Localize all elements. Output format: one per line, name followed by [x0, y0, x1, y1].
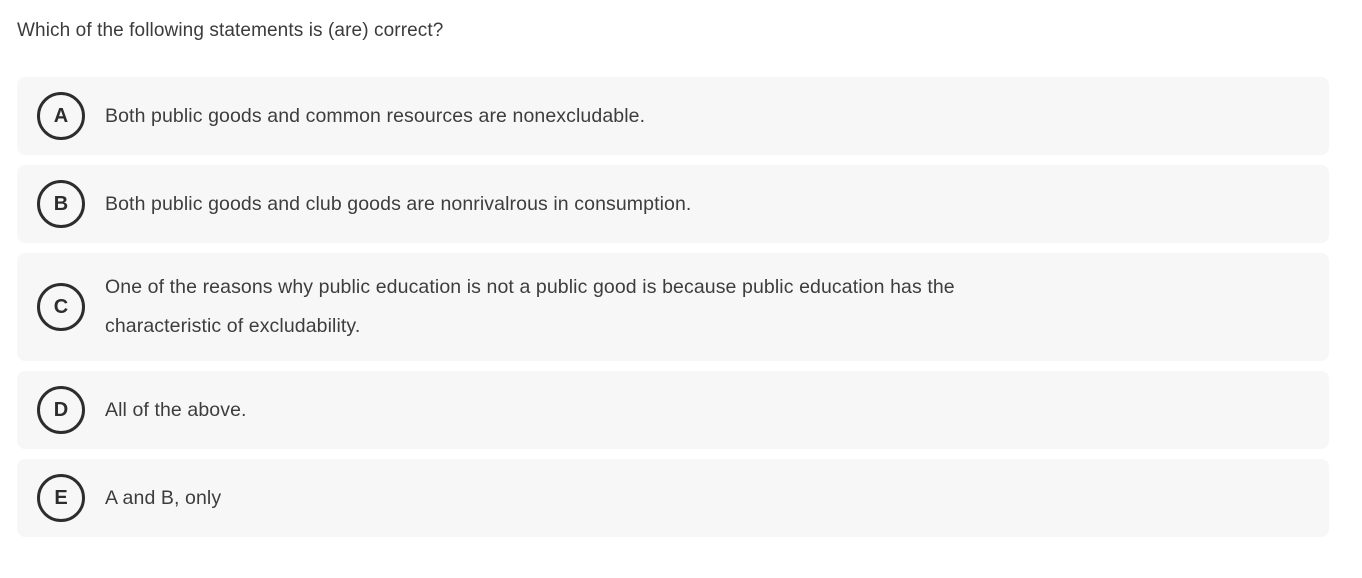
option-e-label: A and B, only — [105, 486, 222, 509]
option-b-label: Both public goods and club goods are non… — [105, 192, 692, 215]
option-d-label: All of the above. — [105, 398, 247, 421]
answer-options-list: A Both public goods and common resources… — [17, 77, 1346, 537]
option-a-letter-badge: A — [37, 92, 85, 140]
option-e-letter-badge: E — [37, 474, 85, 522]
option-c-letter-badge: C — [37, 283, 85, 331]
option-d-letter-badge: D — [37, 386, 85, 434]
option-e[interactable]: E A and B, only — [17, 459, 1329, 537]
option-b[interactable]: B Both public goods and club goods are n… — [17, 165, 1329, 243]
option-a[interactable]: A Both public goods and common resources… — [17, 77, 1329, 155]
option-a-label: Both public goods and common resources a… — [105, 104, 646, 127]
option-c-label: One of the reasons why public education … — [105, 276, 955, 337]
option-c[interactable]: C One of the reasons why public educatio… — [17, 253, 1329, 361]
question-block: Which of the following statements is (ar… — [17, 20, 1346, 537]
question-text: Which of the following statements is (ar… — [17, 20, 444, 41]
option-d[interactable]: D All of the above. — [17, 371, 1329, 449]
option-b-letter-badge: B — [37, 180, 85, 228]
